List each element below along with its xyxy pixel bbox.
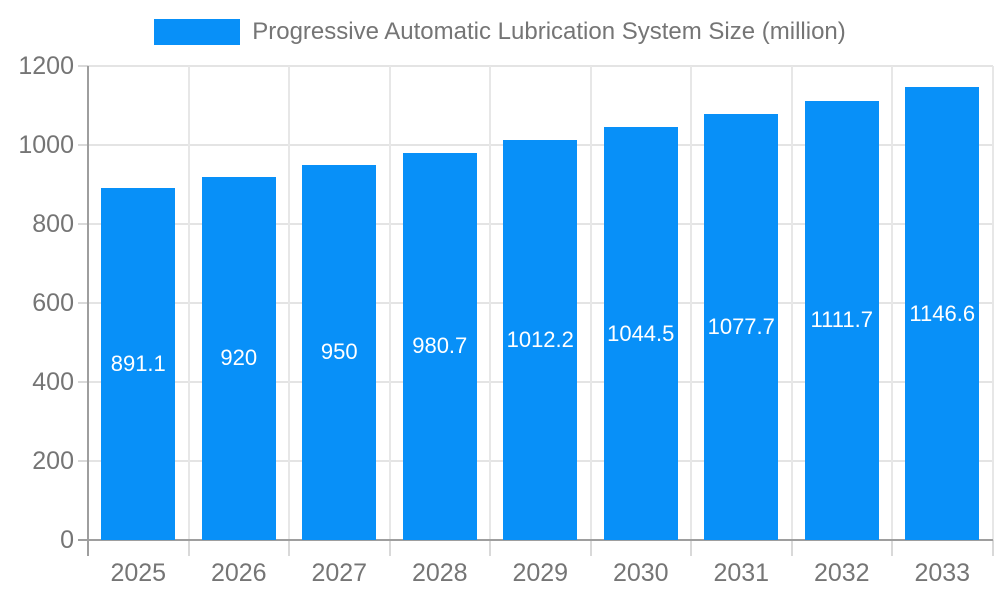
gridline-vertical xyxy=(690,66,692,540)
bar-value-label: 1111.7 xyxy=(810,307,873,333)
bar xyxy=(302,164,377,540)
legend-label: Progressive Automatic Lubrication System… xyxy=(252,18,846,45)
gridline-vertical xyxy=(891,66,893,540)
gridline-vertical xyxy=(388,66,391,540)
y-tick-mark xyxy=(78,381,88,383)
bar-value-label: 1077.7 xyxy=(707,314,775,340)
bar xyxy=(201,176,276,540)
y-axis-label: 400 xyxy=(32,368,74,396)
x-axis-label: 2032 xyxy=(813,559,870,587)
x-axis-label: 2030 xyxy=(612,559,669,587)
bar xyxy=(603,127,678,540)
x-tick-mark xyxy=(790,540,793,556)
gridline-vertical xyxy=(187,66,190,540)
y-tick-mark xyxy=(78,65,88,67)
bar xyxy=(503,140,578,540)
x-tick-mark xyxy=(187,540,190,556)
bar xyxy=(704,114,779,540)
x-axis-label: 2033 xyxy=(914,559,971,587)
x-axis-label: 2031 xyxy=(713,559,770,587)
legend-swatch xyxy=(154,19,241,45)
bar-value-label: 891.1 xyxy=(110,351,166,376)
gridline-vertical xyxy=(790,66,793,540)
bar-value-label: 920 xyxy=(220,345,258,371)
x-tick-mark xyxy=(891,540,893,556)
x-tick-mark xyxy=(690,540,692,556)
y-axis-label: 0 xyxy=(60,526,74,554)
x-axis-label: 2025 xyxy=(110,559,167,587)
bar-value-label: 1044.5 xyxy=(607,320,675,346)
y-axis-label: 1000 xyxy=(18,131,74,159)
x-tick-mark xyxy=(288,540,290,556)
x-axis-label: 2028 xyxy=(411,559,468,587)
bar-value-label: 950 xyxy=(320,339,358,365)
y-tick-mark xyxy=(78,302,88,304)
bar xyxy=(905,87,980,540)
bar-value-label: 1012.2 xyxy=(506,327,574,353)
y-axis-label: 800 xyxy=(32,210,74,238)
y-axis-label: 600 xyxy=(32,289,74,317)
x-axis-label: 2029 xyxy=(512,559,569,587)
y-axis-label: 200 xyxy=(32,447,74,475)
x-tick-mark xyxy=(589,540,592,556)
x-axis-label: 2027 xyxy=(311,559,368,587)
bar xyxy=(804,100,879,540)
gridline-vertical xyxy=(589,66,592,540)
gridline-vertical xyxy=(288,66,290,540)
x-tick-mark xyxy=(991,540,994,556)
x-axis-line xyxy=(78,539,993,541)
bar xyxy=(101,188,176,540)
x-axis-label: 2026 xyxy=(210,559,267,587)
y-tick-mark xyxy=(78,223,88,225)
bar-value-label: 980.7 xyxy=(412,333,468,359)
y-tick-mark xyxy=(78,460,88,462)
y-axis-label: 1200 xyxy=(18,52,74,80)
x-tick-mark xyxy=(388,540,391,556)
gridline-vertical xyxy=(991,66,994,540)
bar-value-label: 1146.6 xyxy=(909,300,976,326)
bar xyxy=(402,152,477,540)
gridline-vertical xyxy=(489,66,491,540)
gridline-horizontal xyxy=(88,65,993,67)
x-tick-mark xyxy=(489,540,491,556)
y-tick-mark xyxy=(78,144,88,146)
legend: Progressive Automatic Lubrication System… xyxy=(0,18,1000,46)
y-axis-line xyxy=(87,66,89,556)
